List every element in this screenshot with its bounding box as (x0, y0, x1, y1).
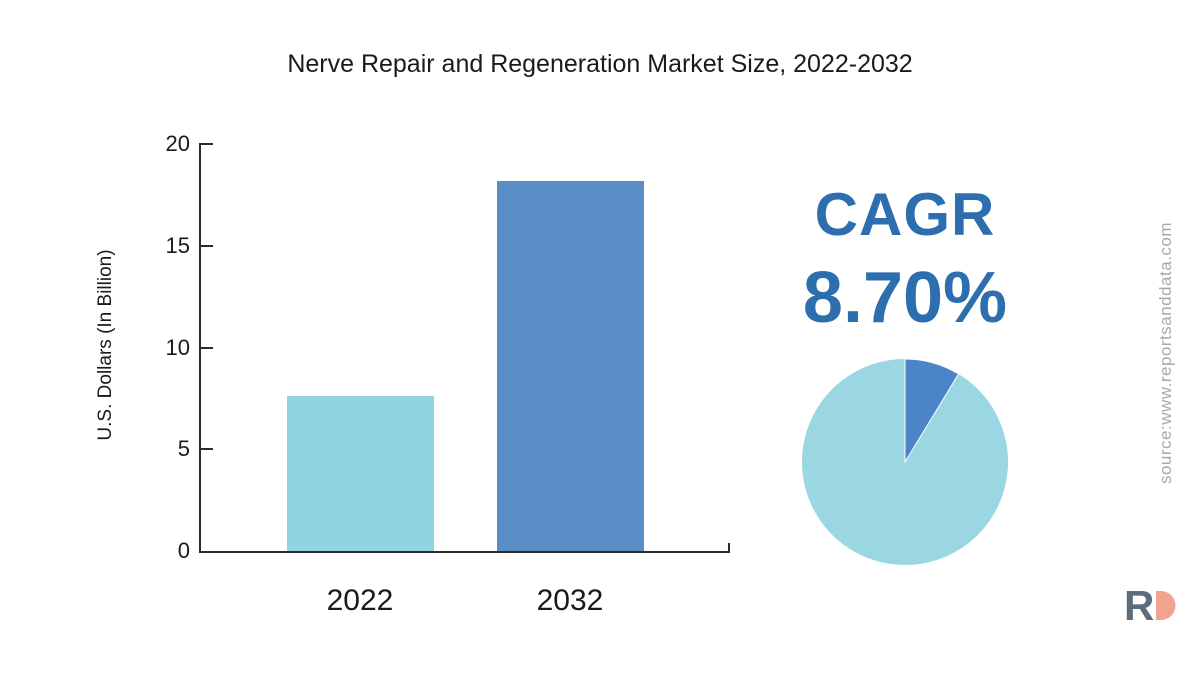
cagr-pie-chart (802, 358, 1008, 565)
x-axis-end-tick (728, 543, 730, 553)
y-tick-label-0: 0 (177, 538, 190, 563)
bar-2032 (496, 180, 644, 551)
y-tick-mark-10 (201, 346, 213, 349)
source-attribution: source:www.reportsanddata.com (1156, 221, 1175, 485)
logo-letter-d-shape (1156, 591, 1176, 620)
logo-letter-r: R (1124, 588, 1154, 629)
chart-title: Nerve Repair and Regeneration Market Siz… (287, 50, 913, 78)
reports-and-data-logo: R (1120, 582, 1182, 630)
y-tick-mark-20 (201, 143, 213, 145)
y-axis-line (199, 143, 201, 553)
cagr-value: 8.70% (802, 258, 1008, 338)
x-tick-label-2032: 2032 (536, 584, 604, 617)
x-tick-label-2022: 2022 (326, 584, 394, 617)
y-axis-label: U.S. Dollars (In Billion) (95, 249, 116, 441)
y-tick-label-5: 5 (177, 436, 190, 462)
y-tick-label-10: 10 (165, 334, 190, 360)
y-tick-mark-15 (201, 244, 213, 247)
bar-2022 (286, 396, 434, 551)
x-axis-line (199, 551, 730, 553)
y-tick-label-15: 15 (165, 232, 190, 258)
y-tick-label-20: 20 (165, 131, 190, 156)
cagr-label: CAGR (814, 181, 996, 248)
y-tick-mark-5 (201, 448, 213, 451)
pie-slice-cagr (904, 358, 960, 464)
logo-graphic: R (1124, 582, 1176, 629)
